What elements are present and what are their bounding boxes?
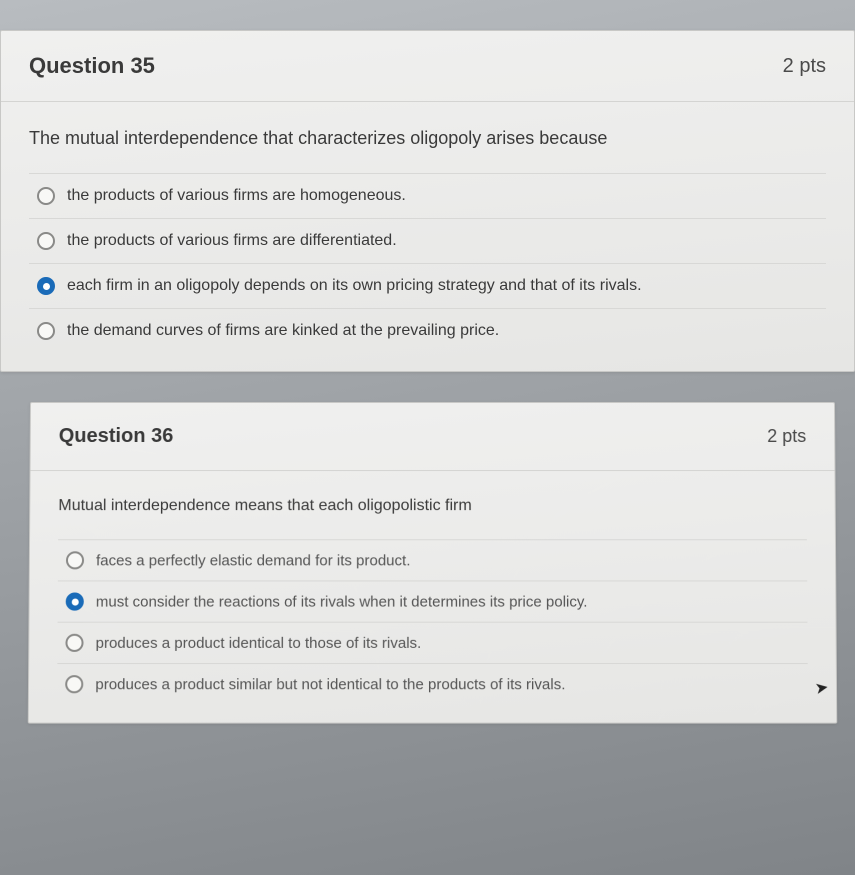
options-list: faces a perfectly elastic demand for its… (57, 540, 808, 705)
question-header: Question 36 2 pts (31, 403, 835, 471)
option-row[interactable]: must consider the reactions of its rival… (58, 582, 808, 623)
question-header: Question 35 2 pts (1, 31, 854, 102)
radio-unselected-icon[interactable] (66, 552, 84, 570)
question-title: Question 35 (29, 53, 155, 79)
question-body: The mutual interdependence that characte… (1, 102, 854, 371)
question-prompt: Mutual interdependence means that each o… (58, 495, 807, 517)
option-text: the products of various firms are homoge… (67, 187, 406, 205)
option-row[interactable]: produces a product identical to those of… (57, 623, 807, 664)
option-text: each firm in an oligopoly depends on its… (67, 277, 642, 295)
option-row[interactable]: produces a product similar but not ident… (57, 665, 808, 705)
question-body: Mutual interdependence means that each o… (29, 471, 837, 723)
radio-unselected-icon[interactable] (65, 676, 83, 694)
radio-selected-icon[interactable] (66, 593, 84, 611)
radio-unselected-icon[interactable] (37, 322, 55, 340)
radio-unselected-icon[interactable] (37, 232, 55, 250)
radio-selected-icon[interactable] (37, 277, 55, 295)
question-points: 2 pts (767, 426, 806, 447)
option-row[interactable]: the products of various firms are homoge… (29, 174, 826, 219)
question-card-36: Question 36 2 pts Mutual interdependence… (28, 402, 838, 724)
question-title: Question 36 (59, 425, 174, 448)
option-row[interactable]: the products of various firms are differ… (29, 219, 826, 264)
option-text: faces a perfectly elastic demand for its… (96, 552, 410, 569)
question-card-35: Question 35 2 pts The mutual interdepend… (0, 30, 855, 372)
option-text: the demand curves of firms are kinked at… (67, 322, 499, 340)
option-text: produces a product identical to those of… (96, 635, 422, 652)
options-list: the products of various firms are homoge… (29, 173, 826, 353)
option-text: must consider the reactions of its rival… (96, 594, 588, 611)
radio-unselected-icon[interactable] (37, 187, 55, 205)
option-row[interactable]: faces a perfectly elastic demand for its… (58, 541, 807, 582)
question-points: 2 pts (783, 55, 826, 78)
question-prompt: The mutual interdependence that characte… (29, 126, 826, 151)
option-row[interactable]: the demand curves of firms are kinked at… (29, 309, 826, 353)
radio-unselected-icon[interactable] (65, 634, 83, 652)
option-text: produces a product similar but not ident… (95, 676, 565, 693)
option-row[interactable]: each firm in an oligopoly depends on its… (29, 264, 826, 309)
option-text: the products of various firms are differ… (67, 232, 397, 250)
